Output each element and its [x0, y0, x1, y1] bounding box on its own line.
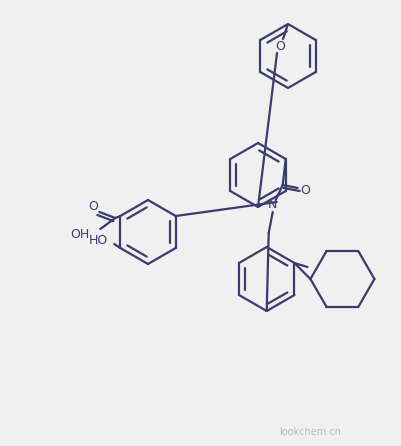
Text: O: O [88, 201, 98, 214]
Text: N: N [267, 198, 277, 211]
Text: O: O [274, 40, 284, 53]
Text: OH: OH [70, 228, 89, 241]
Text: lookchem.cn: lookchem.cn [278, 427, 340, 437]
Text: HO: HO [89, 234, 107, 247]
Text: O: O [299, 183, 309, 197]
